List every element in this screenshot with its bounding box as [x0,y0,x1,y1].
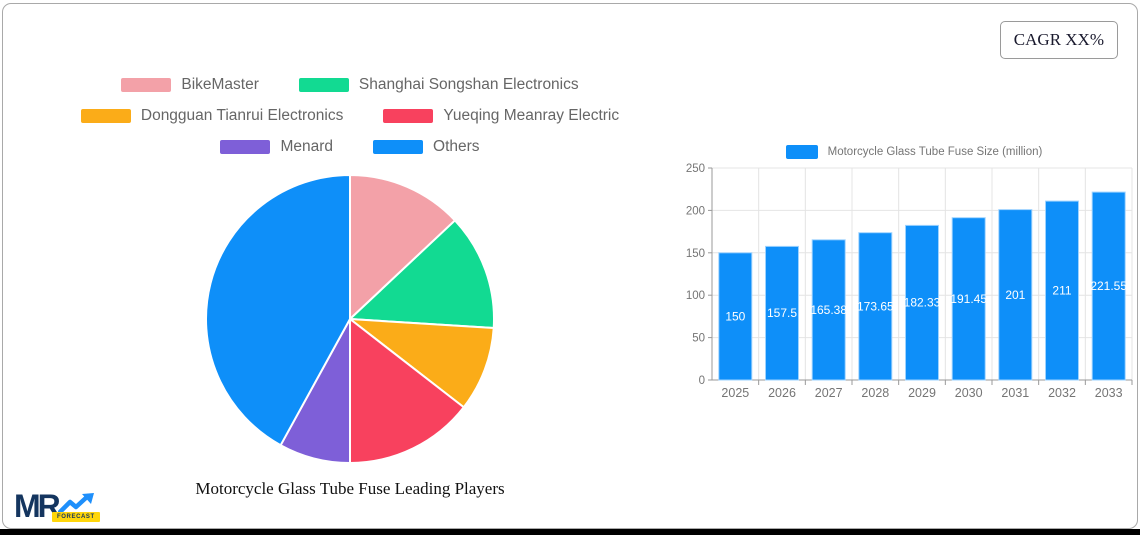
legend-label: BikeMaster [181,76,259,93]
bar-value-label: 173.65 [857,299,894,313]
bar-2033 [1091,191,1126,381]
legend-swatch [121,78,172,92]
bar-legend-swatch [785,145,818,159]
x-axis-tick-label: 2033 [1095,386,1123,400]
legend-label: Dongguan Tianrui Electronics [140,107,344,124]
pie-slice-dongguan-tianrui-electronics [349,318,495,409]
legend-swatch [298,78,349,92]
pie-slice-others [205,174,351,447]
legend-item-others[interactable]: Others [373,138,480,156]
legend-label: Shanghai Songshan Electronics [358,76,579,93]
x-axis-tick-label: 2027 [815,386,843,400]
bar-value-label: 211 [1052,284,1071,298]
bar-value-label: 191.45 [950,292,987,306]
y-axis-tick-label: 50 [692,333,705,345]
x-axis-tick-label: 2025 [721,386,749,400]
legend-label: Menard [280,138,334,155]
bar-value-label: 201 [1005,288,1025,302]
bar-value-label: 150 [725,309,745,323]
x-axis-tick-label: 2029 [908,386,936,400]
pie-slice-yueqing-meanray-electric [349,318,465,464]
bar-value-label: 157.5 [767,306,797,320]
bottom-strip [0,529,1140,535]
x-axis-tick-label: 2026 [768,386,796,400]
legend-swatch [220,140,271,154]
bar-chart: 0 50 100 150 200 250 150 2025 157.5 2026 165.38 202… [686,162,1140,413]
bar-legend-item[interactable]: Motorcycle Glass Tube Fuse Size (million… [686,144,1140,160]
legend-item-menard[interactable]: Menard [220,138,333,156]
bar-2030 [951,217,986,381]
x-axis-tick-label: 2031 [1001,386,1029,400]
bar-2031 [998,209,1033,381]
y-axis-tick-label: 150 [686,248,705,260]
legend-item-shanghai-songshan-electronics[interactable]: Shanghai Songshan Electronics [298,76,579,94]
y-axis-tick-label: 100 [686,290,705,302]
logo-forecast-badge: FORECAST [52,512,100,522]
legend-item-yueqing-meanray-electric[interactable]: Yueqing Meanray Electric [383,107,619,125]
bar-chart-panel: Motorcycle Glass Tube Fuse Size (million… [686,144,1140,413]
bar-legend-label: Motorcycle Glass Tube Fuse Size (million… [827,146,1043,158]
legend-swatch [80,109,131,123]
pie-legend: BikeMaster Shanghai Songshan Electronics D… [40,76,660,156]
report-card [2,3,1138,529]
x-axis-tick-label: 2032 [1048,386,1076,400]
pie-chart-panel: BikeMaster Shanghai Songshan Electronics D… [40,76,660,498]
bar-2029 [905,224,939,381]
bar-value-label: 165.38 [810,303,847,317]
x-axis-tick-label: 2030 [955,386,983,400]
pie-slice-shanghai-songshan-electronics [349,219,496,330]
bar-2025 [718,252,753,381]
bar-2026 [765,245,799,381]
legend-item-bikemaster[interactable]: BikeMaster [121,76,259,94]
mr-forecast-logo: MR FORECAST [14,490,100,527]
trend-arrow-icon [58,493,94,515]
pie-chart-title: Motorcycle Glass Tube Fuse Leading Playe… [195,479,505,498]
bar-2028 [858,232,893,381]
cagr-badge[interactable]: CAGR XX% [999,21,1118,59]
y-axis-tick-label: 250 [686,163,705,175]
pie-chart [200,169,500,474]
bar-2027 [811,239,846,381]
legend-swatch [373,140,424,154]
legend-label: Yueqing Meanray Electric [443,107,620,124]
bar-value-label: 221.55 [1090,279,1127,293]
bar-2032 [1045,200,1079,381]
bar-value-label: 182.33 [904,296,941,310]
x-axis-tick-label: 2028 [861,386,889,400]
legend-item-dongguan-tianrui-electronics[interactable]: Dongguan Tianrui Electronics [80,107,344,125]
pie-slice-bikemaster [349,174,456,320]
y-axis-tick-label: 200 [686,205,705,217]
legend-label: Others [433,138,480,155]
legend-swatch [383,109,434,123]
y-axis-tick-label: 0 [699,375,705,387]
